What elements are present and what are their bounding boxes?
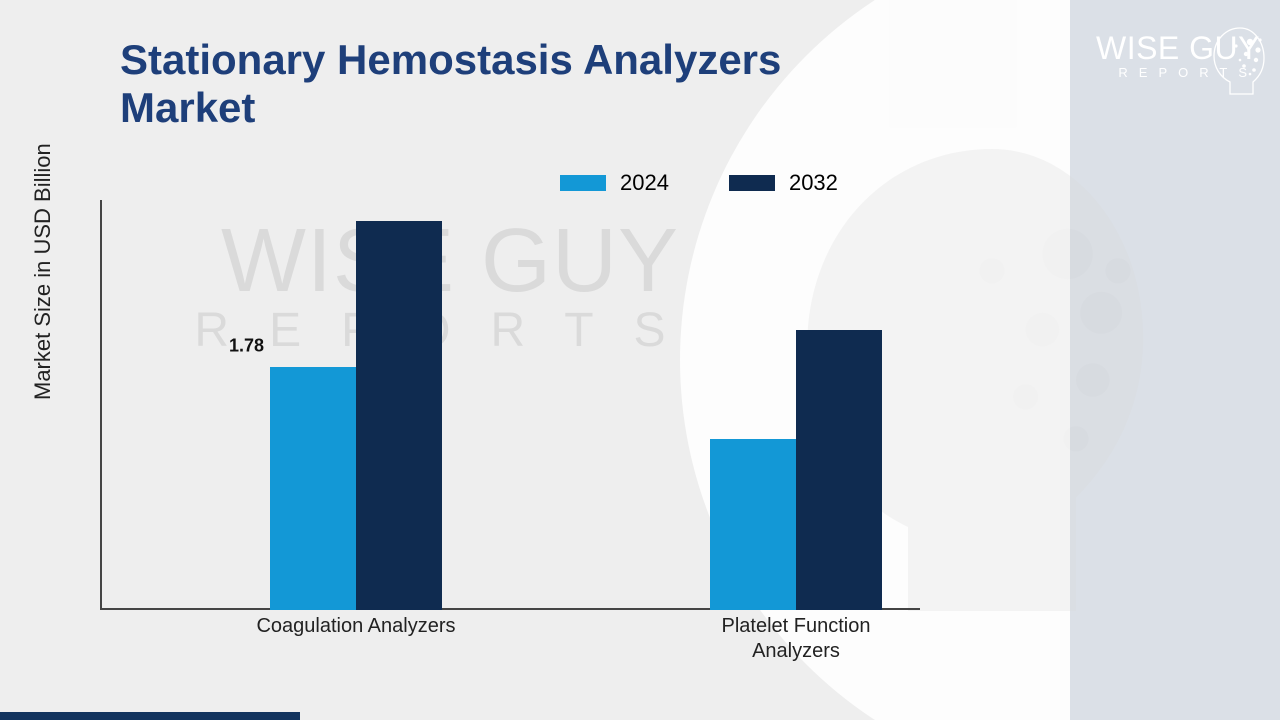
bar-group [270,221,442,611]
legend-swatch-2032 [729,175,775,191]
category-label: Platelet Function Analyzers [696,614,896,664]
bar [356,221,442,611]
plot-area: 1.78 Coagulation AnalyzersPlatelet Funct… [100,200,920,630]
brand-logo: WISE GUY REPORTS [1000,30,1260,80]
chart-title: Stationary Hemostasis Analyzers Market [120,36,840,133]
legend-label-2024: 2024 [620,170,669,196]
bottom-accent-bar [0,712,300,720]
legend: 2024 2032 [560,170,838,196]
bar-group [710,330,882,610]
bar-value-label: 1.78 [229,335,270,356]
category-label: Coagulation Analyzers [256,614,456,639]
chart-canvas: WISE GUY REPORTS WISE GUY REPORTS Statio… [0,0,1280,720]
bars-layer: 1.78 [100,200,920,610]
legend-item-2024: 2024 [560,170,669,196]
legend-swatch-2024 [560,175,606,191]
bar [710,439,796,610]
logo-head-icon [1206,26,1266,96]
legend-label-2032: 2032 [789,170,838,196]
bar [270,367,356,610]
y-axis-label: Market Size in USD Billion [30,143,56,400]
legend-item-2032: 2032 [729,170,838,196]
bar [796,330,882,610]
